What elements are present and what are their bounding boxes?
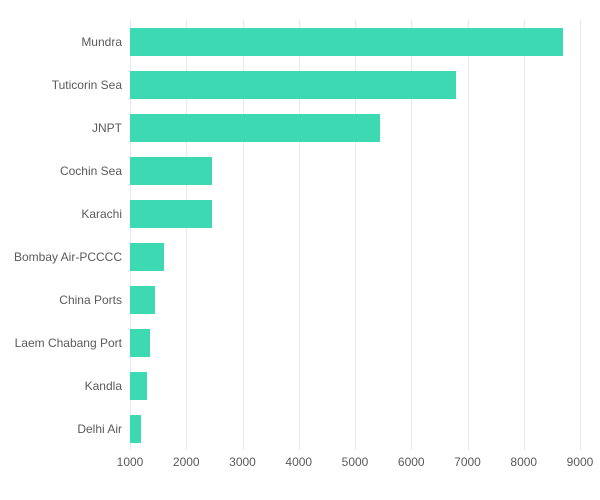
bar (130, 329, 150, 357)
bar (130, 200, 212, 228)
bar (130, 157, 212, 185)
y-axis-tick-label: Karachi (0, 200, 122, 228)
x-axis-tick-label: 8000 (504, 455, 544, 469)
bar (130, 372, 147, 400)
x-axis-tick-label: 9000 (560, 455, 600, 469)
y-axis-tick-label: China Ports (0, 286, 122, 314)
y-axis-tick-label: Kandla (0, 372, 122, 400)
bar (130, 243, 164, 271)
x-axis-tick-label: 4000 (279, 455, 319, 469)
x-axis-tick-label: 5000 (335, 455, 375, 469)
x-axis-tick-label: 2000 (166, 455, 206, 469)
y-axis-tick-label: Cochin Sea (0, 157, 122, 185)
x-axis-tick-label: 1000 (110, 455, 150, 469)
y-axis-tick-label: Mundra (0, 28, 122, 56)
gridline (524, 20, 525, 450)
y-axis-tick-label: JNPT (0, 114, 122, 142)
plot-area (130, 20, 580, 450)
bar (130, 71, 456, 99)
gridline (468, 20, 469, 450)
y-axis-tick-label: Tuticorin Sea (0, 71, 122, 99)
bar (130, 114, 380, 142)
x-axis-tick-label: 3000 (223, 455, 263, 469)
y-axis-tick-label: Bombay Air-PCCCC (0, 243, 122, 271)
bar (130, 415, 141, 443)
gridline (580, 20, 581, 450)
bar (130, 286, 155, 314)
bar-chart: 1000 2000 3000 4000 5000 6000 7000 8000 9000 Mund… (0, 0, 600, 500)
y-axis-tick-label: Delhi Air (0, 415, 122, 443)
x-axis-tick-label: 6000 (391, 455, 431, 469)
bar (130, 28, 563, 56)
x-axis-tick-label: 7000 (448, 455, 488, 469)
y-axis-tick-label: Laem Chabang Port (0, 329, 122, 357)
